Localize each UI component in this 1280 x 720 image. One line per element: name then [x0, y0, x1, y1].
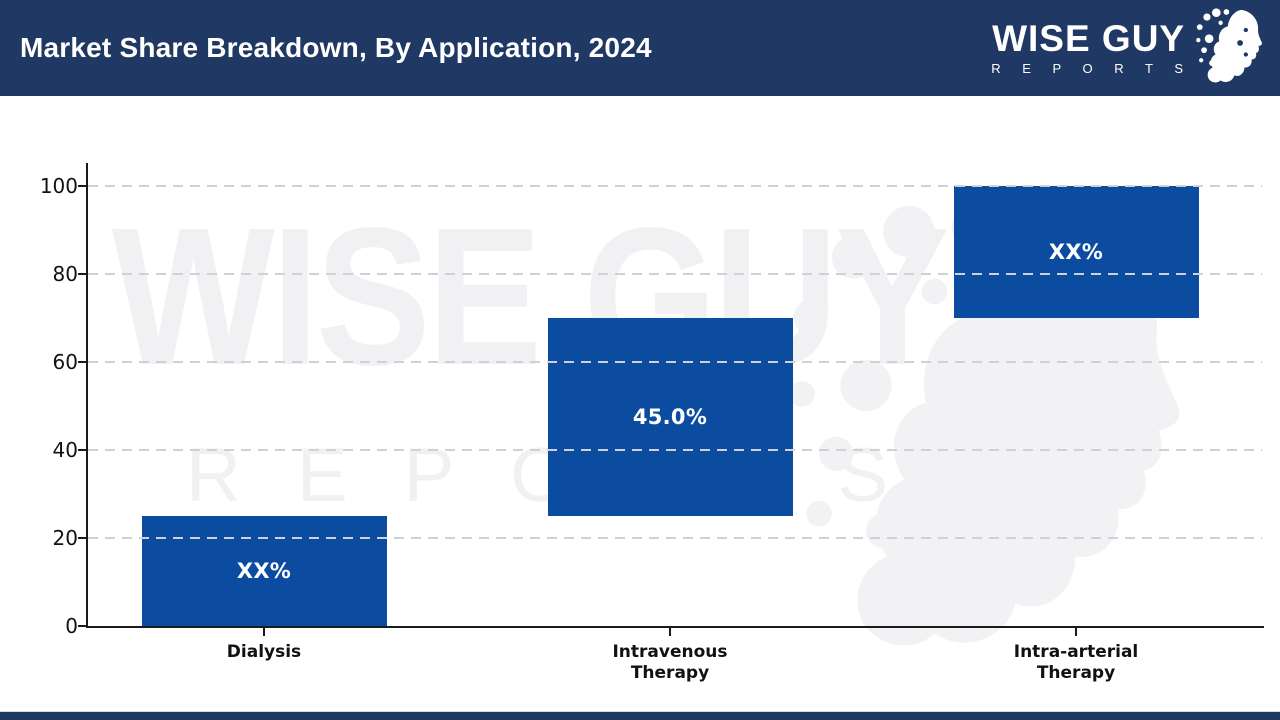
x-category-label: Intra-arterial Therapy	[1013, 642, 1139, 683]
header-bar: Market Share Breakdown, By Application, …	[0, 0, 1280, 96]
y-tick-label-0: 0	[65, 614, 78, 638]
bar-value-label: XX%	[236, 559, 292, 583]
x-axis-line	[86, 626, 1264, 628]
bar-intra-arterial-therapy: XX%	[953, 186, 1199, 318]
y-tick-40	[78, 449, 86, 451]
bar-intravenous-therapy: 45.0%	[547, 318, 793, 516]
watermark-wordmark: WISE GUY	[112, 187, 950, 406]
y-tick-label-20: 20	[52, 526, 78, 550]
logo-subtext: R E P O R T S	[991, 61, 1192, 76]
bar-value-label: XX%	[1048, 240, 1104, 264]
y-tick-60	[78, 361, 86, 363]
x-tick-1	[669, 628, 671, 636]
chart-title: Market Share Breakdown, By Application, …	[20, 32, 652, 63]
y-tick-20	[78, 537, 86, 539]
y-tick-100	[78, 185, 86, 187]
wise-guy-logo-text: WISE GUY R E P O R T S	[985, 19, 1192, 77]
gridline-40	[88, 449, 1262, 451]
y-tick-80	[78, 273, 86, 275]
gridline-80	[88, 273, 1262, 275]
y-tick-label-100: 100	[39, 174, 78, 198]
y-axis-line	[86, 163, 88, 628]
y-tick-label-80: 80	[52, 262, 78, 286]
gridline-20	[88, 537, 1262, 539]
bar-dialysis: XX%	[141, 516, 387, 626]
footer-bar	[0, 712, 1280, 720]
y-tick-label-60: 60	[52, 350, 78, 374]
x-tick-2	[1075, 628, 1077, 636]
x-category-label: Dialysis	[226, 642, 302, 662]
x-category-label: Intravenous Therapy	[612, 642, 728, 683]
x-tick-0	[263, 628, 265, 636]
gridline-100	[88, 185, 1262, 187]
y-tick-0	[78, 625, 86, 627]
wise-guy-logo: WISE GUY R E P O R T S	[985, 8, 1266, 88]
wise-guy-face-icon	[1194, 8, 1266, 88]
y-tick-label-40: 40	[52, 438, 78, 462]
footer-divider	[0, 711, 1280, 712]
bar-value-label: 45.0%	[632, 405, 708, 429]
logo-wordmark: WISE GUY	[992, 18, 1186, 59]
gridline-60	[88, 361, 1262, 363]
